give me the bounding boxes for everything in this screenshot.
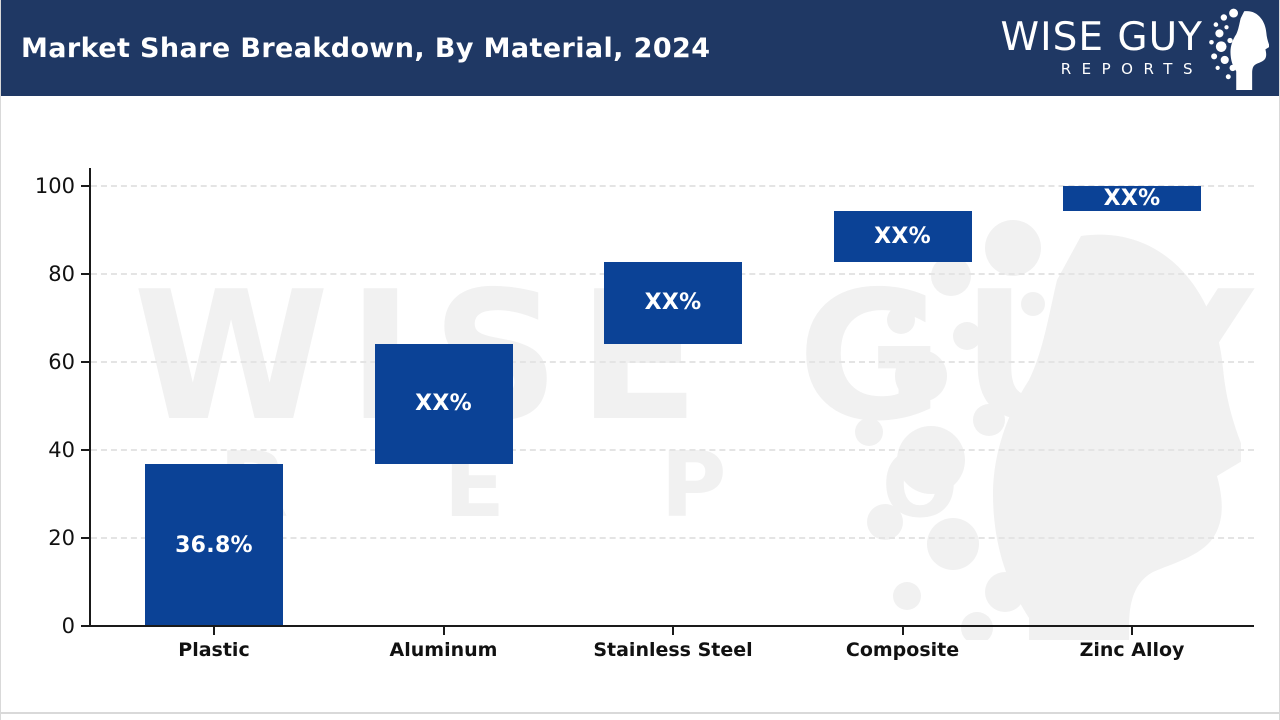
logo-text: WISE GUY REPORTS [1000, 15, 1203, 79]
bar-stainless-steel: XX% [604, 261, 742, 344]
y-tick-mark-80 [81, 273, 89, 275]
y-tick-label-0: 0 [61, 614, 75, 638]
dotted-head-icon [1209, 8, 1269, 90]
x-axis-line [89, 625, 1254, 627]
y-tick-label-100: 100 [34, 174, 75, 198]
y-tick-label-40: 40 [48, 438, 75, 462]
gridline-y-60 [91, 361, 1254, 363]
wise-guy-logo: WISE GUY REPORTS [1000, 0, 1279, 96]
x-tick-mark-4 [901, 627, 904, 635]
x-tick-mark-1 [213, 627, 215, 635]
y-tick-mark-60 [81, 361, 89, 363]
gridline-y-20 [91, 537, 1254, 539]
x-category-label-stainless-steel: Stainless Steel [593, 639, 753, 661]
x-category-label-aluminum: Aluminum [389, 639, 498, 661]
logo-subtitle: REPORTS [1060, 60, 1203, 78]
x-category-label-plastic: Plastic [178, 639, 250, 661]
plot-area: 36.8% XX% XX% XX% XX% [91, 185, 1254, 626]
bar-value-label: 36.8% [175, 532, 253, 558]
y-tick-mark-40 [81, 449, 89, 451]
y-axis-line [89, 168, 91, 627]
bar-value-label: XX% [874, 223, 931, 249]
bar-value-label: XX% [415, 391, 472, 417]
bar-aluminum: XX% [374, 343, 513, 465]
y-tick-mark-0 [81, 625, 89, 627]
x-tick-mark-3 [672, 627, 674, 635]
x-category-label-composite: Composite [845, 639, 960, 661]
gridline-y-40 [91, 449, 1254, 451]
x-tick-mark-2 [442, 627, 445, 635]
y-tick-label-20: 20 [48, 526, 75, 550]
bar-value-label: XX% [1103, 186, 1161, 212]
header: Market Share Breakdown, By Material, 202… [1, 0, 1279, 96]
bar-plastic: 36.8% [145, 464, 283, 626]
x-category-label-zinc-alloy: Zinc Alloy [1079, 639, 1185, 661]
bar-value-label: XX% [644, 290, 702, 316]
page-title: Market Share Breakdown, By Material, 202… [21, 32, 711, 64]
gridline-y-100 [91, 185, 1254, 187]
y-tick-label-80: 80 [48, 262, 75, 286]
logo-wordmark: WISE GUY [1000, 15, 1203, 60]
y-tick-mark-20 [81, 537, 89, 539]
y-tick-mark-100 [81, 185, 89, 187]
x-tick-mark-5 [1131, 627, 1133, 635]
bar-composite: XX% [833, 211, 972, 262]
y-tick-label-60: 60 [48, 350, 75, 374]
bar-zinc-alloy: XX% [1063, 186, 1201, 212]
